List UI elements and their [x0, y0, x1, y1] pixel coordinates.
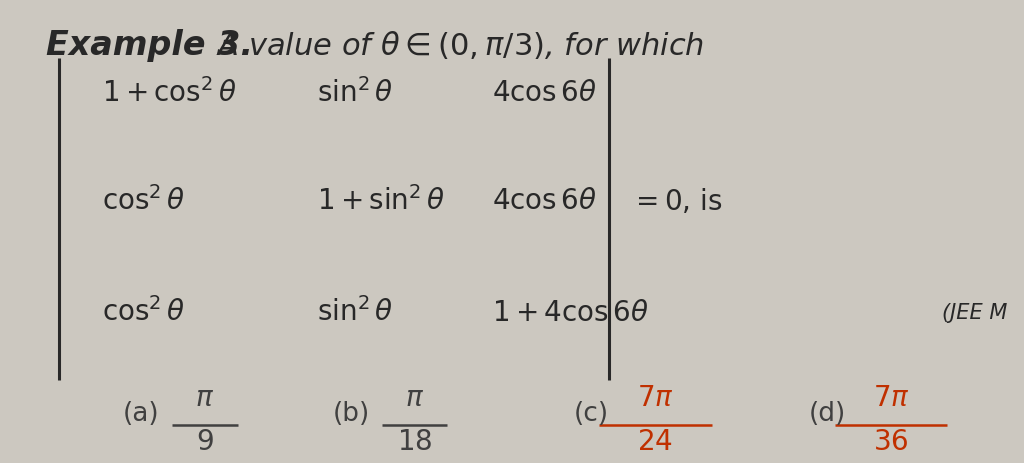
Text: $24$: $24$ [638, 428, 673, 456]
Text: $\pi$: $\pi$ [196, 384, 214, 412]
Text: Example 3.: Example 3. [46, 29, 253, 62]
Text: $7\pi$: $7\pi$ [872, 384, 909, 412]
Text: $9$: $9$ [196, 428, 214, 456]
Text: (c): (c) [573, 401, 608, 427]
Text: (b): (b) [333, 401, 370, 427]
Text: $\cos^2\theta$: $\cos^2\theta$ [102, 298, 185, 327]
Text: $1+4\cos 6\theta$: $1+4\cos 6\theta$ [492, 299, 648, 326]
Text: $1+\cos^2\theta$: $1+\cos^2\theta$ [102, 78, 238, 107]
Text: $4\cos 6\theta$: $4\cos 6\theta$ [492, 188, 597, 215]
Text: $18$: $18$ [397, 428, 432, 456]
Text: (JEE M: (JEE M [942, 302, 1008, 323]
Text: A value of $\theta \in (0, \pi / 3)$, for which: A value of $\theta \in (0, \pi / 3)$, fo… [208, 29, 705, 61]
Text: $\cos^2\theta$: $\cos^2\theta$ [102, 187, 185, 216]
Text: $4\cos 6\theta$: $4\cos 6\theta$ [492, 79, 597, 106]
Text: $\sin^2\theta$: $\sin^2\theta$ [317, 298, 393, 327]
Text: (d): (d) [809, 401, 846, 427]
Text: $\sin^2\theta$: $\sin^2\theta$ [317, 78, 393, 107]
Text: $= 0$, is: $= 0$, is [630, 187, 722, 216]
Text: $7\pi$: $7\pi$ [637, 384, 674, 412]
Text: $1+\sin^2\theta$: $1+\sin^2\theta$ [317, 187, 445, 216]
Text: (a): (a) [123, 401, 160, 427]
Text: $36$: $36$ [873, 428, 908, 456]
Text: $\pi$: $\pi$ [406, 384, 424, 412]
